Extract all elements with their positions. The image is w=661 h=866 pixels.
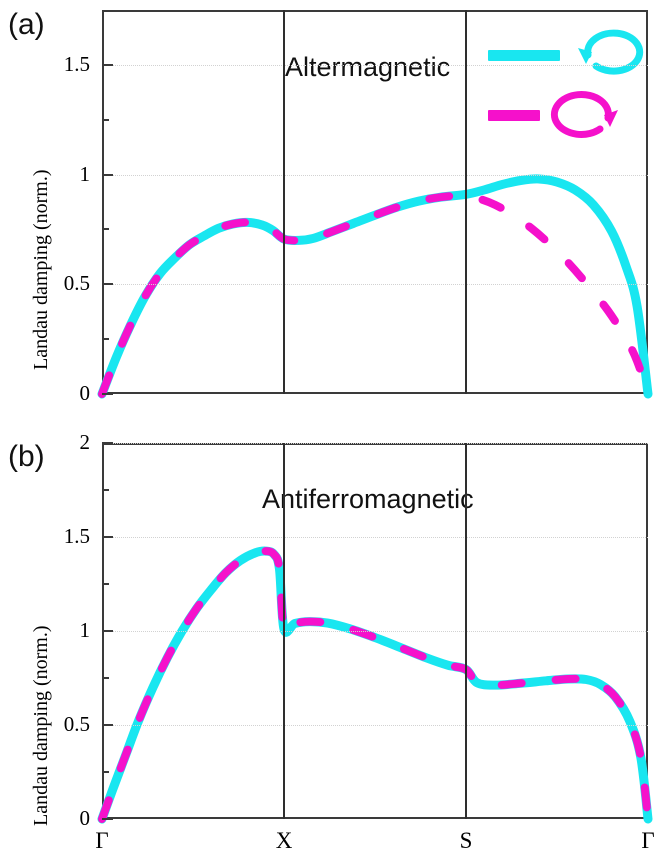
legend-item-cyan [488, 29, 648, 86]
high-symmetry-line [283, 443, 285, 819]
panel-antiferromagnetic: (b) Landau damping (norm.) Antiferromagn… [0, 426, 661, 866]
gridline [102, 537, 648, 538]
y-tick-label: 1 [79, 161, 91, 186]
gridline [102, 631, 648, 632]
series-magenta-chirality [98, 191, 652, 398]
series-magenta-chirality [98, 547, 652, 823]
high-symmetry-line [465, 443, 467, 819]
y-tick-major [102, 630, 113, 632]
y-tick-minor [102, 118, 109, 121]
high-symmetry-line [283, 10, 285, 394]
panel-tag-b: (b) [8, 440, 45, 473]
y-tick-major [102, 442, 113, 444]
y-tick-minor [102, 583, 109, 585]
x-tick-label: S [459, 828, 473, 853]
high-symmetry-line [465, 10, 467, 394]
y-tick-minor [102, 489, 109, 491]
y-tick-major [102, 818, 113, 820]
gridline [102, 174, 648, 176]
y-tick-minor [102, 771, 109, 773]
y-tick-major [102, 724, 113, 726]
y-tick-label: 1.5 [63, 524, 90, 548]
curves-b [97, 546, 653, 824]
y-tick-minor [102, 677, 109, 679]
y-tick-major [102, 393, 113, 395]
curves-a [97, 174, 653, 399]
legend-item-magenta [488, 90, 648, 146]
chart-title-a: Altermagnetic [285, 52, 451, 82]
panel-altermagnetic: (a) Landau damping (norm.) Altermagnetic [8, 8, 653, 405]
gridline [102, 64, 648, 66]
y-tick-label: 1 [79, 618, 91, 642]
gridline [102, 284, 648, 286]
y-tick-major [102, 536, 113, 538]
y-tick-major [102, 283, 113, 286]
gridline [102, 725, 648, 726]
series-cyan-chirality [97, 546, 653, 824]
plot-area-a [102, 10, 648, 394]
y-tick-minor [102, 228, 109, 231]
y-tick-major [102, 63, 113, 66]
panel-tag-a: (a) [8, 8, 45, 41]
y-tick-label: 2 [79, 430, 91, 454]
y-tick-label: 0 [79, 381, 91, 405]
chart-title-b: Antiferromagnetic [262, 484, 474, 514]
y-tick-major [102, 173, 113, 176]
x-tick-label: X [275, 828, 293, 853]
y-tick-label: 1.5 [63, 51, 90, 76]
x-tick-label: Γ [95, 828, 109, 853]
y-tick-label: 0.5 [63, 712, 90, 736]
counterclockwise-arrow-icon [574, 22, 648, 81]
legend-swatch-cyan [488, 50, 560, 61]
gridline [102, 443, 648, 444]
clockwise-arrow-icon [550, 82, 630, 145]
x-tick-label: Γ [641, 828, 655, 853]
y-tick-label: 0 [79, 806, 91, 830]
y-tick-minor [102, 338, 109, 341]
y-tick-label: 0.5 [63, 271, 90, 296]
legend-swatch-magenta [488, 110, 540, 121]
series-cyan-chirality [97, 174, 653, 399]
